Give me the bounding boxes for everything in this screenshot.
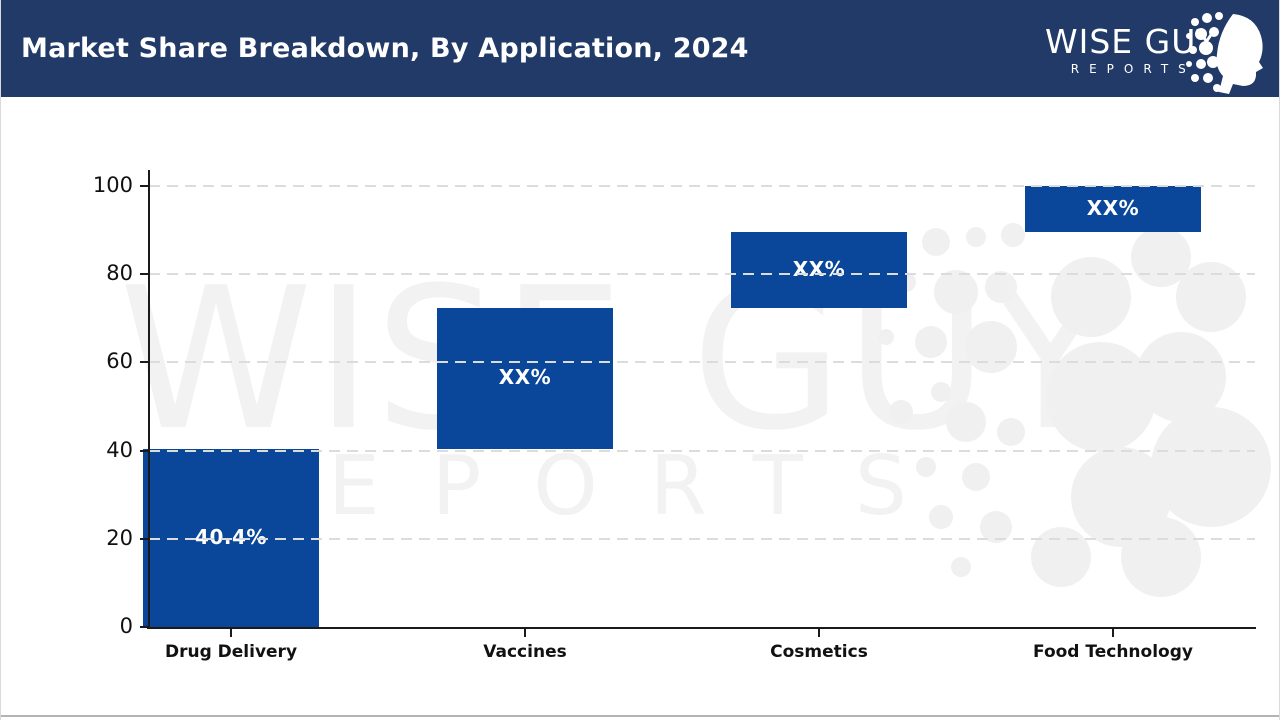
logo-wordmark-line1: WISE GUY: [1045, 22, 1218, 61]
y-axis-line: [148, 170, 150, 629]
bottom-border-rule: [1, 715, 1279, 717]
gridline-100: [149, 185, 1255, 187]
x-tick-mark: [524, 629, 526, 637]
gridline-60: [149, 361, 1255, 364]
gridline-80: [149, 273, 1255, 276]
bar-food-technology[interactable]: XX%: [1025, 186, 1201, 233]
y-tick-mark: [140, 537, 148, 540]
header-bar: Market Share Breakdown, By Application, …: [1, 0, 1279, 97]
logo-wordmark: WISE GUY REPORTS: [1045, 22, 1218, 77]
chart-title: Market Share Breakdown, By Application, …: [21, 33, 749, 64]
bar-cosmetics[interactable]: XX%: [731, 232, 907, 309]
x-tick-label: Cosmetics: [770, 642, 868, 662]
y-tick-label: 60: [106, 349, 133, 374]
bar-value-label: XX%: [1086, 196, 1140, 221]
y-tick-label: 100: [92, 173, 133, 197]
gridline-40: [149, 449, 1255, 452]
y-tick-label: 0: [119, 614, 133, 638]
x-tick-label: Vaccines: [483, 642, 567, 662]
x-axis-line: [147, 627, 1256, 629]
x-tick-mark: [230, 629, 232, 637]
y-tick-mark: [140, 626, 148, 628]
y-tick-label: 40: [106, 437, 133, 462]
y-tick-mark: [140, 449, 148, 452]
bar-value-label: 40.4%: [195, 524, 267, 549]
y-tick-mark: [140, 185, 148, 187]
bar-vaccines[interactable]: XX%: [437, 308, 613, 449]
bar-value-label: XX%: [498, 365, 552, 390]
wiseguy-head-icon: [1186, 12, 1263, 94]
x-tick-mark: [1112, 629, 1114, 637]
gridline-20: [149, 537, 1255, 540]
logo-wordmark-line2: REPORTS: [1070, 62, 1196, 76]
y-tick-mark: [140, 361, 148, 364]
x-tick-label: Food Technology: [1033, 642, 1193, 662]
bar-value-label: XX%: [792, 257, 846, 282]
x-tick-mark: [818, 629, 820, 637]
watermark-subtitle: REPORTS: [219, 439, 959, 534]
x-tick-label: Drug Delivery: [164, 642, 298, 662]
y-tick-mark: [140, 273, 148, 276]
watermark-head-icon: [878, 223, 1271, 597]
y-tick-label: 20: [106, 525, 133, 550]
wiseguy-logo: WISE GUY REPORTS: [1017, 6, 1267, 94]
y-tick-label: 80: [106, 261, 133, 286]
waterfall-chart: 0 20 40 60 80 100 40.4% Drug Delivery XX% Vaccine…: [1, 97, 1279, 720]
